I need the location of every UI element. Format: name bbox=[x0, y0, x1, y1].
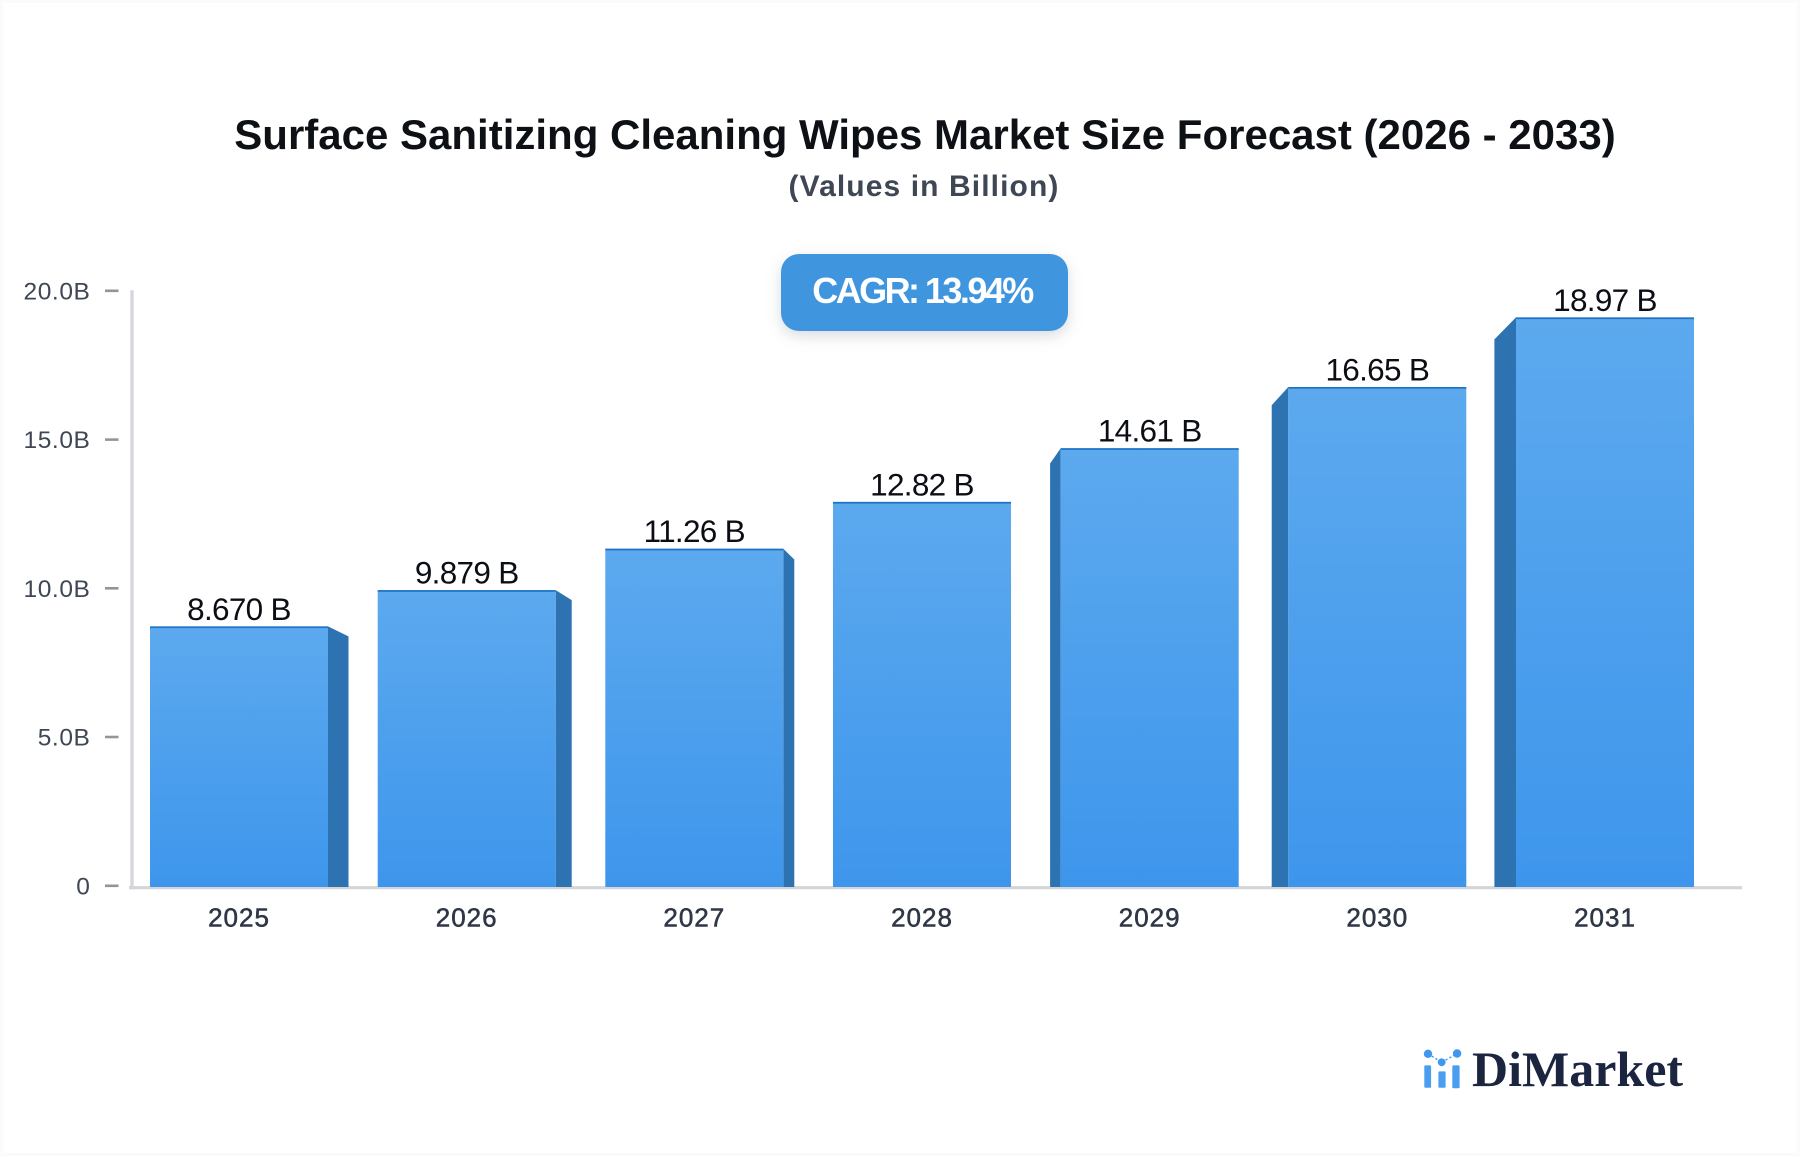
svg-text:20.0B: 20.0B bbox=[23, 278, 90, 305]
svg-text:9.879 B: 9.879 B bbox=[415, 555, 519, 591]
svg-text:11.26 B: 11.26 B bbox=[644, 513, 745, 549]
svg-text:2029: 2029 bbox=[1119, 903, 1181, 933]
svg-text:2027: 2027 bbox=[663, 903, 725, 933]
svg-text:12.82 B: 12.82 B bbox=[870, 466, 974, 502]
svg-text:18.97 B: 18.97 B bbox=[1553, 282, 1657, 318]
svg-text:(Values in Billion): (Values in Billion) bbox=[789, 170, 1060, 203]
svg-text:2028: 2028 bbox=[891, 903, 953, 933]
svg-text:0: 0 bbox=[76, 873, 90, 900]
svg-text:Surface Sanitizing Cleaning Wi: Surface Sanitizing Cleaning Wipes Market… bbox=[234, 111, 1615, 158]
svg-text:16.65 B: 16.65 B bbox=[1325, 352, 1429, 388]
svg-text:2030: 2030 bbox=[1346, 903, 1408, 933]
svg-text:2031: 2031 bbox=[1574, 903, 1636, 933]
svg-text:8.670 B: 8.670 B bbox=[187, 591, 291, 627]
svg-text:15.0B: 15.0B bbox=[23, 427, 90, 454]
svg-text:DiMarket: DiMarket bbox=[1472, 1041, 1683, 1097]
svg-text:2025: 2025 bbox=[208, 903, 270, 933]
svg-text:CAGR: 13.94%: CAGR: 13.94% bbox=[812, 270, 1034, 311]
svg-text:5.0B: 5.0B bbox=[38, 725, 91, 752]
svg-text:10.0B: 10.0B bbox=[23, 576, 90, 603]
svg-text:14.61 B: 14.61 B bbox=[1098, 413, 1202, 449]
svg-text:2026: 2026 bbox=[436, 903, 498, 933]
